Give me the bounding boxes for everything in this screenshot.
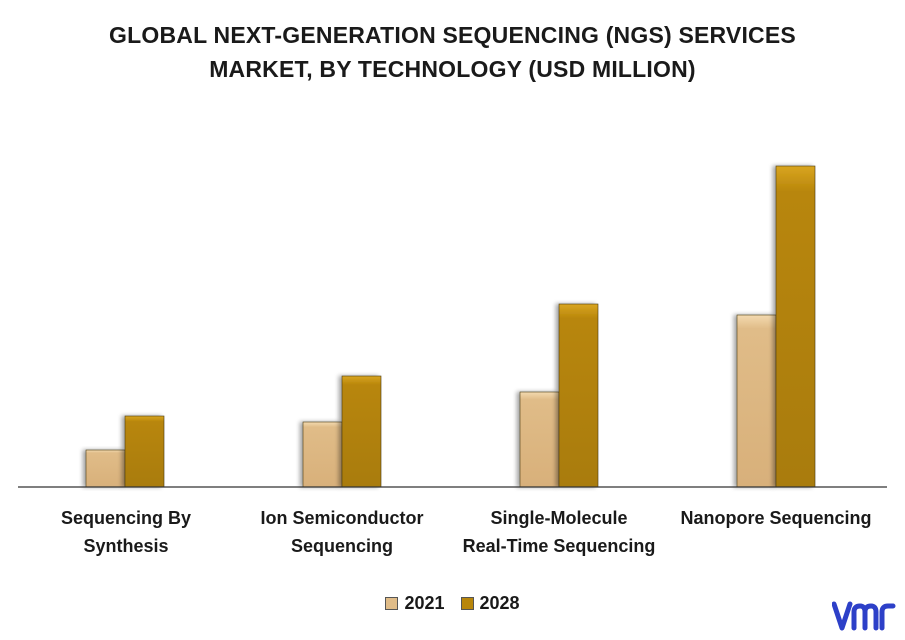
chart-title-line-1: GLOBAL NEXT-GENERATION SEQUENCING (NGS) …: [109, 22, 796, 48]
bar-2028-ion-semiconductor-sequencing: [341, 375, 382, 488]
x-tick-label-nanopore: Nanopore Sequencing: [680, 508, 872, 528]
legend-label-2028: 2028: [479, 593, 520, 613]
bar-2021-sequencing-by-synthesis: [85, 449, 126, 488]
legend-swatch-2028: [460, 597, 474, 610]
chart-title-line-2: MARKET, BY TECHNOLOGY (USD MILLION): [209, 56, 696, 82]
bar-2021-ion-semiconductor-sequencing: [302, 421, 343, 488]
chart-title: GLOBAL NEXT-GENERATION SEQUENCING (NGS) …: [40, 18, 865, 86]
x-tick-label-sequencing-by-synthesis: Sequencing By Synthesis: [60, 508, 192, 556]
x-tick-label-ion-semiconductor: Ion Semiconductor Sequencing: [260, 508, 424, 556]
legend-label-2021: 2021: [404, 593, 445, 613]
legend-item-2028: 2028: [460, 593, 520, 614]
bar-2021-single-molecule-real-time-sequencing: [519, 391, 560, 488]
legend: 2021 2028: [0, 593, 905, 614]
bar-2028-single-molecule-real-time-sequencing: [558, 303, 599, 488]
bar-2021-nanopore-sequencing: [736, 314, 777, 488]
x-tick-label-single-molecule: Single-Molecule Real-Time Sequencing: [462, 508, 656, 556]
bar-2028-sequencing-by-synthesis: [124, 415, 165, 488]
vmr-logo: [832, 601, 896, 631]
legend-item-2021: 2021: [385, 593, 445, 614]
legend-swatch-2021: [385, 597, 399, 610]
bar-2028-nanopore-sequencing: [775, 165, 816, 488]
